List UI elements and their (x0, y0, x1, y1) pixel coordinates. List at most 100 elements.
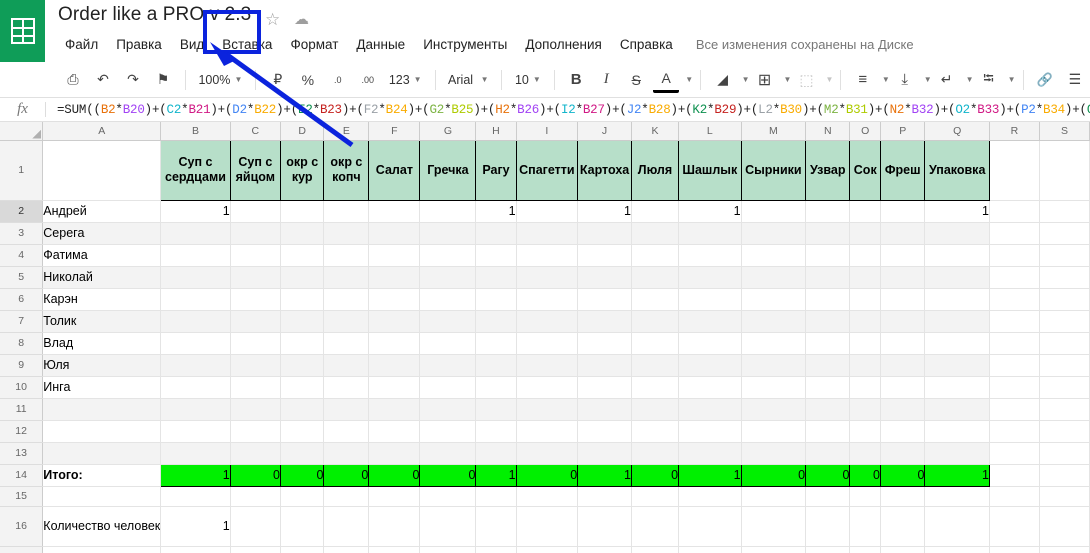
order-qty-cell[interactable] (323, 332, 370, 355)
order-qty-cell[interactable] (741, 200, 807, 223)
cell-empty[interactable] (323, 506, 370, 547)
cell-empty[interactable] (988, 398, 1040, 421)
column-header-a[interactable]: A (42, 122, 162, 141)
row-header-17[interactable] (0, 546, 44, 553)
cell-empty[interactable] (1039, 288, 1090, 311)
person-name-cell[interactable]: Андрей (42, 200, 162, 223)
menu-item-data[interactable]: Данные (356, 37, 406, 52)
order-qty-cell[interactable] (419, 222, 477, 245)
cell-empty[interactable] (924, 486, 990, 507)
column-header-r[interactable]: R (989, 122, 1040, 141)
order-qty-cell[interactable] (475, 266, 517, 289)
order-qty-cell[interactable] (160, 420, 231, 443)
order-qty-cell[interactable] (577, 266, 632, 289)
order-qty-cell[interactable] (849, 244, 881, 267)
order-qty-cell[interactable] (741, 244, 807, 267)
person-name-cell[interactable]: Влад (42, 332, 162, 355)
order-qty-cell[interactable] (475, 244, 517, 267)
order-qty-cell[interactable] (631, 420, 680, 443)
order-qty-cell[interactable] (631, 442, 680, 465)
order-qty-cell[interactable] (323, 420, 370, 443)
menu-header-cell[interactable]: Сок (849, 139, 881, 201)
cell-empty[interactable] (988, 200, 1040, 223)
order-qty-cell[interactable]: 1 (577, 200, 632, 223)
order-qty-cell[interactable] (516, 354, 579, 377)
order-qty-cell[interactable] (516, 420, 579, 443)
cell-a1[interactable] (42, 139, 162, 201)
order-qty-cell[interactable] (323, 310, 370, 333)
text-wrap-icon[interactable]: ↵ (940, 71, 953, 87)
order-qty-cell[interactable] (805, 244, 851, 267)
order-qty-cell[interactable] (849, 442, 881, 465)
order-qty-cell[interactable] (741, 222, 807, 245)
order-qty-cell[interactable] (368, 332, 421, 355)
cell-empty[interactable] (280, 546, 325, 553)
cell-empty[interactable] (42, 546, 162, 553)
column-header-q[interactable]: Q (924, 122, 990, 141)
order-qty-cell[interactable] (849, 376, 881, 399)
chevron-down-icon[interactable]: ▼ (965, 75, 974, 84)
total-value-cell[interactable]: 1 (678, 463, 742, 487)
order-qty-cell[interactable] (280, 200, 325, 223)
order-qty-cell[interactable] (280, 442, 325, 465)
cell-empty[interactable] (419, 506, 477, 547)
sheets-logo-icon[interactable] (0, 0, 45, 62)
order-qty-cell[interactable] (368, 310, 421, 333)
cell-empty[interactable] (323, 486, 370, 507)
order-qty-cell[interactable] (323, 266, 370, 289)
order-qty-cell[interactable] (678, 288, 742, 311)
menu-item-tools[interactable]: Инструменты (423, 37, 508, 52)
row-header-3[interactable]: 3 (0, 222, 44, 245)
menu-header-cell[interactable]: окр с кур (280, 139, 325, 201)
column-header-n[interactable]: N (805, 122, 851, 141)
order-qty-cell[interactable] (805, 288, 851, 311)
order-qty-cell[interactable] (880, 420, 926, 443)
order-qty-cell[interactable] (419, 200, 477, 223)
cell-empty[interactable] (678, 486, 742, 507)
order-qty-cell[interactable] (805, 266, 851, 289)
order-qty-cell[interactable] (577, 222, 632, 245)
zoom-select[interactable]: 100% ▼ (192, 67, 248, 93)
order-qty-cell[interactable] (368, 244, 421, 267)
cell-empty[interactable] (1039, 200, 1090, 223)
cell-empty[interactable] (924, 546, 990, 553)
cell-empty[interactable] (577, 506, 632, 547)
page-title[interactable]: Order like a PRO v 2.3 (58, 4, 252, 25)
order-qty-cell[interactable] (849, 354, 881, 377)
row-header-14[interactable]: 14 (0, 464, 44, 487)
order-qty-cell[interactable] (577, 398, 632, 421)
order-qty-cell[interactable] (805, 420, 851, 443)
cell-empty[interactable] (230, 486, 281, 507)
order-qty-cell[interactable] (230, 288, 281, 311)
column-header-o[interactable]: O (849, 122, 881, 141)
order-qty-cell[interactable] (323, 200, 370, 223)
order-qty-cell[interactable] (516, 288, 579, 311)
chevron-down-icon[interactable]: ▼ (741, 75, 750, 84)
order-qty-cell[interactable] (516, 310, 579, 333)
cell-empty[interactable] (988, 244, 1040, 267)
order-qty-cell[interactable] (368, 376, 421, 399)
order-qty-cell[interactable] (280, 354, 325, 377)
order-qty-cell[interactable] (419, 244, 477, 267)
order-qty-cell[interactable] (516, 200, 579, 223)
column-header-h[interactable]: H (475, 122, 517, 141)
menu-header-cell[interactable]: Суп с сердцами (160, 139, 231, 201)
order-qty-cell[interactable] (516, 376, 579, 399)
order-qty-cell[interactable] (230, 420, 281, 443)
column-header-b[interactable]: B (160, 122, 231, 141)
menu-header-cell[interactable]: Салат (368, 139, 421, 201)
menu-item-view[interactable]: Вид (179, 37, 205, 52)
order-qty-cell[interactable] (280, 244, 325, 267)
menu-item-edit[interactable]: Правка (116, 37, 162, 52)
order-qty-cell[interactable] (631, 310, 680, 333)
column-header-s[interactable]: S (1039, 122, 1090, 141)
chevron-down-icon[interactable]: ▼ (881, 75, 890, 84)
total-value-cell[interactable]: 1 (577, 463, 632, 487)
total-value-cell[interactable]: 1 (924, 463, 990, 487)
order-qty-cell[interactable] (475, 310, 517, 333)
horizontal-align-icon[interactable]: ≡ (858, 71, 868, 88)
row-header-12[interactable]: 12 (0, 420, 44, 443)
cell-empty[interactable] (368, 486, 421, 507)
order-qty-cell[interactable] (368, 420, 421, 443)
order-qty-cell[interactable] (160, 354, 231, 377)
